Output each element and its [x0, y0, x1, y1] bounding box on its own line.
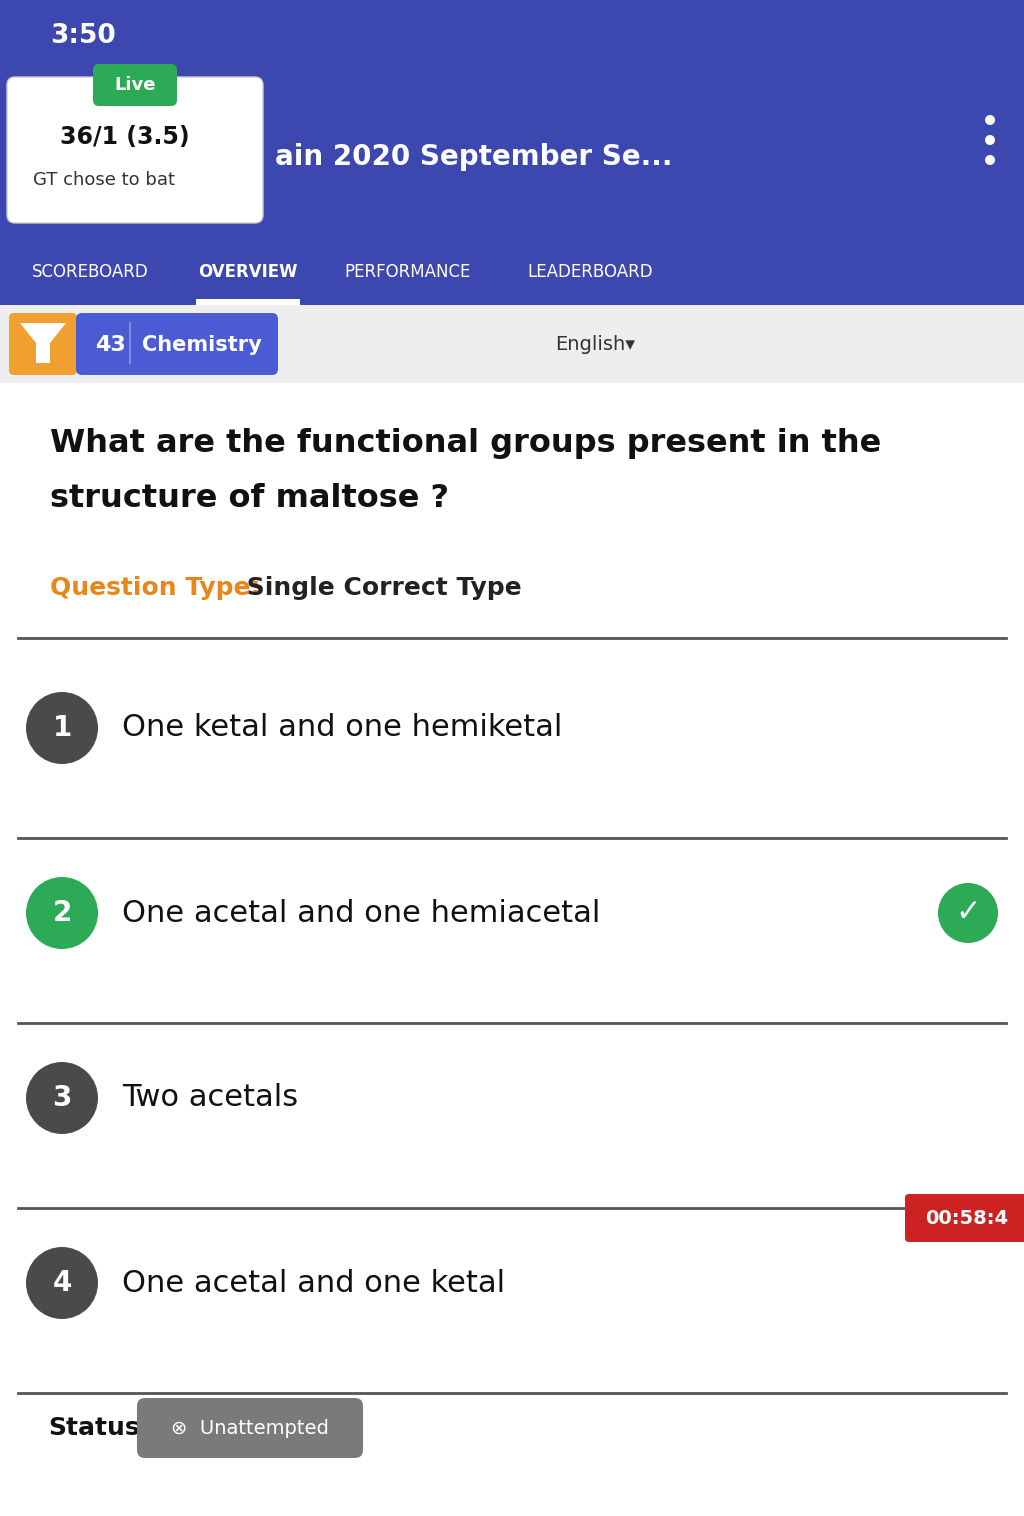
Circle shape — [985, 135, 995, 146]
Polygon shape — [20, 323, 66, 362]
Text: ⊗  Unattempted: ⊗ Unattempted — [171, 1419, 329, 1437]
Circle shape — [985, 155, 995, 165]
Text: One acetal and one hemiacetal: One acetal and one hemiacetal — [122, 899, 600, 928]
FancyBboxPatch shape — [7, 77, 263, 223]
Text: 2: 2 — [52, 899, 72, 926]
Text: 00:58:4: 00:58:4 — [926, 1208, 1009, 1228]
Text: 1: 1 — [52, 714, 72, 741]
Text: LEADERBOARD: LEADERBOARD — [527, 262, 653, 280]
FancyBboxPatch shape — [93, 64, 177, 106]
Text: What are the functional groups present in the: What are the functional groups present i… — [50, 428, 882, 459]
FancyBboxPatch shape — [0, 65, 1024, 240]
Text: ✓: ✓ — [955, 899, 981, 928]
Text: 43: 43 — [94, 335, 125, 355]
Text: 4: 4 — [52, 1269, 72, 1298]
Text: GT chose to bat: GT chose to bat — [33, 171, 175, 190]
FancyBboxPatch shape — [137, 1398, 362, 1458]
Circle shape — [26, 1248, 98, 1319]
FancyBboxPatch shape — [0, 0, 1024, 65]
Text: OVERVIEW: OVERVIEW — [199, 262, 298, 280]
FancyBboxPatch shape — [0, 384, 1024, 1516]
Text: structure of maltose ?: structure of maltose ? — [50, 484, 450, 514]
Text: Chemistry: Chemistry — [142, 335, 262, 355]
Text: One ketal and one hemiketal: One ketal and one hemiketal — [122, 714, 562, 743]
Text: 3: 3 — [52, 1084, 72, 1113]
Circle shape — [26, 1063, 98, 1134]
FancyBboxPatch shape — [76, 312, 278, 374]
Circle shape — [938, 882, 998, 943]
Text: 36/1 (3.5): 36/1 (3.5) — [60, 124, 189, 149]
Text: Single Correct Type: Single Correct Type — [238, 576, 521, 600]
FancyBboxPatch shape — [905, 1195, 1024, 1242]
Text: One acetal and one ketal: One acetal and one ketal — [122, 1269, 505, 1298]
FancyBboxPatch shape — [196, 299, 300, 305]
Text: Live: Live — [115, 76, 156, 94]
Text: 3:50: 3:50 — [50, 23, 116, 49]
Circle shape — [26, 691, 98, 764]
FancyBboxPatch shape — [9, 312, 77, 374]
Text: SCOREBOARD: SCOREBOARD — [32, 262, 148, 280]
Text: Question Type:: Question Type: — [50, 576, 260, 600]
Text: Status:: Status: — [48, 1416, 150, 1440]
FancyBboxPatch shape — [0, 240, 1024, 305]
Text: ain 2020 September Se...: ain 2020 September Se... — [275, 143, 673, 171]
FancyBboxPatch shape — [0, 305, 1024, 384]
Circle shape — [26, 876, 98, 949]
Text: Two acetals: Two acetals — [122, 1084, 298, 1113]
Circle shape — [985, 115, 995, 124]
Text: English▾: English▾ — [555, 335, 635, 355]
Text: PERFORMANCE: PERFORMANCE — [345, 262, 471, 280]
